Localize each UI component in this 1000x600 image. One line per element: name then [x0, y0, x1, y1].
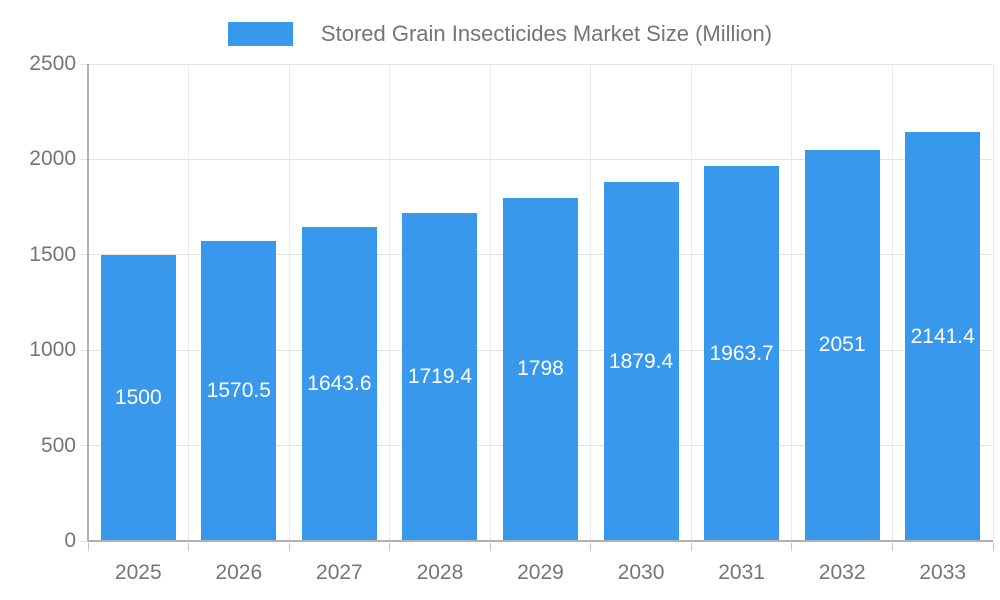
- x-axis-label-2029: 2029: [517, 561, 564, 584]
- bar-2031[interactable]: [704, 166, 780, 541]
- bar-value-label: 1879.4: [608, 349, 674, 373]
- gridline-vertical: [791, 64, 793, 541]
- x-axis-tick: [590, 543, 592, 551]
- y-axis-tick-label: 0: [64, 529, 76, 552]
- gridline-vertical: [188, 64, 190, 541]
- x-axis-line: [88, 540, 993, 542]
- x-axis-tick: [489, 543, 491, 551]
- gridline-vertical: [690, 64, 692, 541]
- x-axis-tick: [992, 543, 994, 551]
- y-axis-tick: [80, 158, 88, 160]
- x-axis-label-2027: 2027: [316, 561, 363, 584]
- bar-2028[interactable]: [402, 212, 478, 541]
- bar-value-label: 1570.5: [206, 379, 271, 403]
- chart-title: Stored Grain Insecticides Market Size (M…: [320, 21, 773, 46]
- bar-value-label: 1963.7: [709, 341, 774, 365]
- bar-2032[interactable]: [804, 149, 880, 541]
- gridline-vertical: [389, 64, 391, 541]
- y-axis-tick-label: 2000: [29, 147, 76, 171]
- y-axis-tick: [80, 63, 88, 65]
- x-axis-tick: [690, 543, 692, 551]
- y-axis-line: [87, 64, 89, 541]
- gridline-vertical: [590, 64, 592, 541]
- x-axis-label-2030: 2030: [617, 561, 665, 584]
- gridline-horizontal: [88, 63, 993, 65]
- bar-2033[interactable]: [905, 132, 981, 541]
- x-axis-tick: [891, 543, 893, 551]
- bar-value-label: 1719.4: [407, 364, 473, 388]
- bar-value-label: 2141.4: [910, 324, 975, 348]
- gridline-vertical: [288, 64, 290, 541]
- x-axis-tick: [791, 543, 793, 551]
- gridline-vertical: [992, 64, 994, 541]
- x-axis-tick: [389, 543, 391, 551]
- bar-2025[interactable]: [100, 254, 176, 541]
- bar-2029[interactable]: [503, 197, 578, 541]
- y-axis-tick-label: 1000: [29, 338, 76, 362]
- x-axis-label-2033: 2033: [919, 561, 967, 584]
- y-axis-tick-label: 1500: [29, 242, 76, 266]
- bar-2027[interactable]: [301, 227, 377, 541]
- y-axis-tick-label: 2500: [29, 52, 76, 75]
- chart-legend: Stored Grain Insecticides Market Size (M…: [0, 20, 1000, 48]
- x-axis-label-2025: 2025: [114, 561, 162, 584]
- x-axis-tick: [288, 543, 290, 551]
- bar-value-label: 1500: [114, 385, 162, 409]
- gridline-vertical: [489, 64, 491, 541]
- y-axis-tick-label: 500: [40, 433, 76, 457]
- bar-2026[interactable]: [201, 241, 277, 541]
- gridline-vertical: [891, 64, 893, 541]
- bar-value-label: 1798: [517, 357, 564, 381]
- x-axis-label-2028: 2028: [416, 561, 464, 584]
- x-axis-tick: [188, 543, 190, 551]
- bar-value-label: 1643.6: [307, 372, 372, 396]
- bar-value-label: 2051: [818, 333, 866, 357]
- x-axis-label-2026: 2026: [215, 561, 263, 584]
- x-axis-label-2031: 2031: [718, 561, 765, 584]
- gridline-horizontal: [88, 158, 993, 160]
- bar-2030[interactable]: [603, 182, 679, 541]
- y-axis-tick: [80, 254, 88, 256]
- y-axis-tick: [80, 349, 88, 351]
- y-axis-tick: [80, 540, 88, 542]
- x-axis-tick: [87, 543, 89, 551]
- legend-swatch: [227, 22, 293, 46]
- x-axis-label-2032: 2032: [818, 561, 866, 584]
- y-axis-tick: [80, 445, 88, 447]
